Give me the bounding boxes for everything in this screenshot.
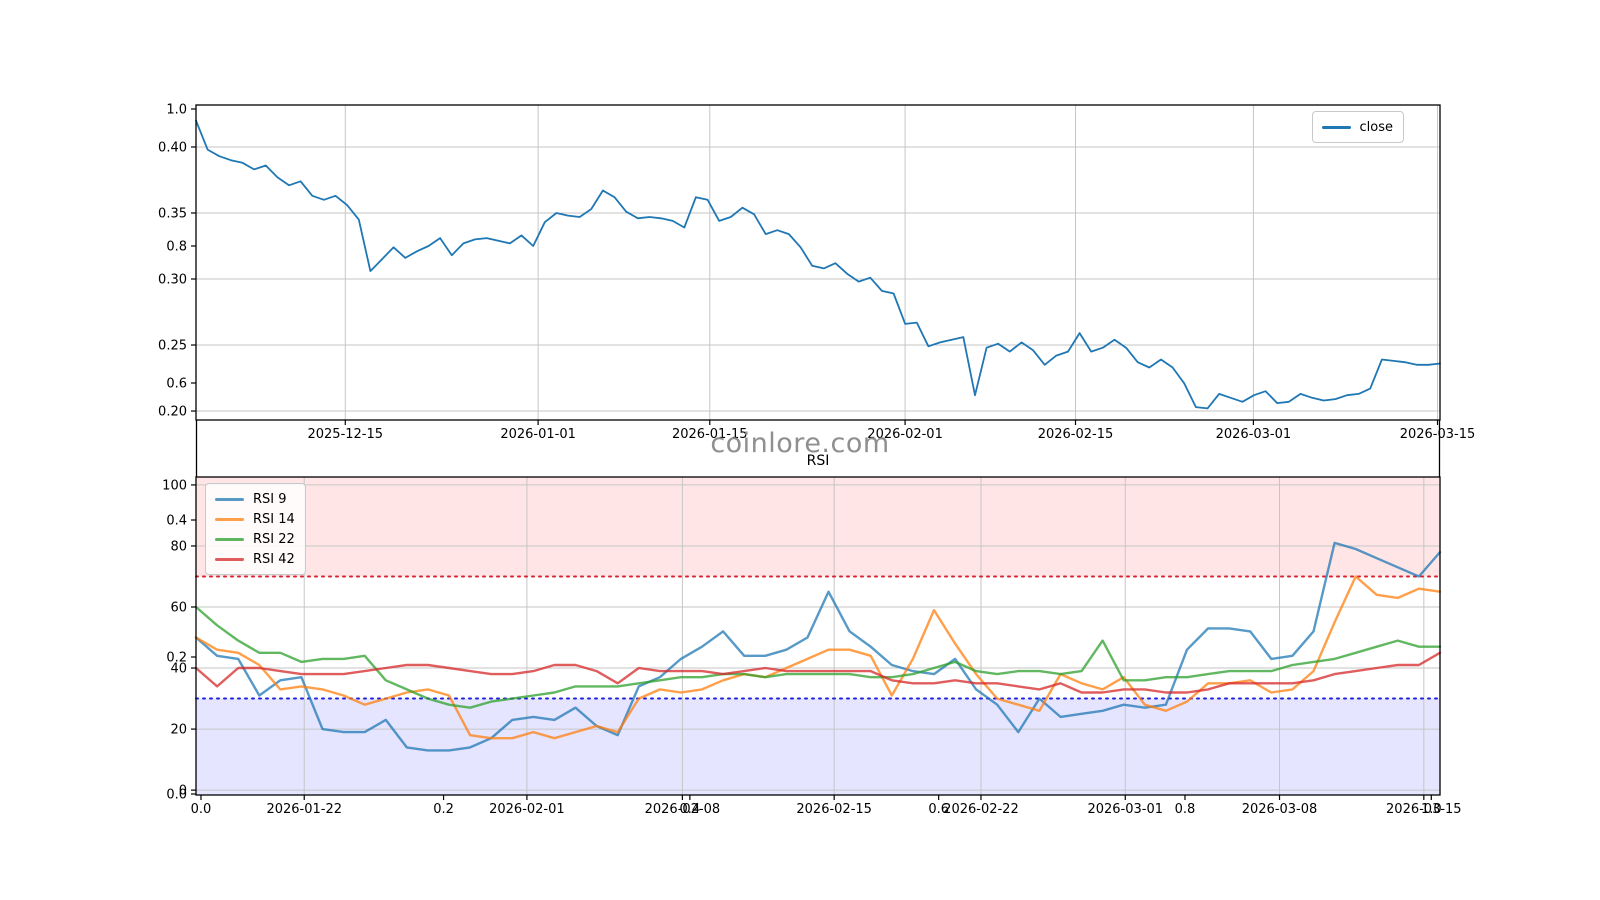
oversold-region [196, 698, 1440, 795]
legend-label: RSI 22 [253, 531, 295, 547]
overlay-y-tick-label: 0.4 [166, 514, 187, 529]
price-x-tick-label: 2026-02-01 [867, 427, 943, 442]
rsi-y-tick-label: 60 [170, 601, 187, 616]
legend-label: RSI 14 [253, 511, 295, 527]
rsi-x-tick-label: 2026-02-15 [796, 802, 872, 817]
legend-line-swatch [215, 537, 244, 541]
price-x-tick-label: 2026-01-15 [672, 427, 748, 442]
series-rsi-9 [194, 541, 1442, 752]
legend-label: RSI 9 [253, 491, 287, 507]
legend-line-swatch [215, 497, 244, 501]
legend-item-rsi-9: RSI 9 [215, 489, 295, 509]
rsi-y-tick-label: 80 [170, 539, 187, 554]
overlay-y-tick-label: 0.6 [166, 377, 187, 392]
rsi-x-tick-label: 2026-01-22 [266, 802, 342, 817]
price-x-tick-label: 2026-03-15 [1400, 427, 1476, 442]
rsi-axes-border [195, 476, 1441, 796]
rsi-x-tick-label: 2026-03-01 [1087, 802, 1163, 817]
rsi-y-tick-label: 20 [170, 723, 187, 738]
overlay-y-tick-label: 0.8 [166, 240, 187, 255]
legend-label: RSI 42 [253, 551, 295, 567]
rsi-x-tick-label: 2026-03-08 [1242, 802, 1318, 817]
overlay-y-tick-label: 0.2 [166, 651, 187, 666]
rsi-y-tick-label: 40 [170, 662, 187, 677]
rsi-x-tick-label: 2026-02-01 [489, 802, 565, 817]
price-y-tick-label: 0.40 [158, 140, 187, 155]
price-y-tick-label: 0.25 [158, 339, 187, 354]
legend-item-rsi-42: RSI 42 [215, 549, 295, 569]
legend-item-close: close [1321, 117, 1393, 137]
legend-item-rsi-22: RSI 22 [215, 529, 295, 549]
rsi-x-tick-label: 2026-03-15 [1386, 802, 1462, 817]
price-y-tick-label: 0.30 [158, 273, 187, 288]
rsi-x-tick-label: 2026-02-22 [943, 802, 1019, 817]
price-y-tick-label: 0.35 [158, 206, 187, 221]
price-plot: 0.20 0.25 0.30 0.35 0.40 2025-12-15 2026-01-01… [158, 104, 1476, 442]
series-rsi-22 [194, 605, 1442, 709]
overlay-x-tick-label: 0.2 [433, 802, 454, 817]
series-close [195, 119, 1441, 410]
rsi-panel-title: RSI [806, 453, 830, 469]
overlay-x-tick-label: 1.0 [1421, 802, 1442, 817]
overlay-x-tick-label: 0.8 [1175, 802, 1196, 817]
rsi-plot: 0 20 40 60 80 100 2026-01-22 2026-02-01 2026-02-… [162, 476, 1462, 817]
overlay-x-tick-label: 0.4 [680, 802, 701, 817]
legend-line-swatch [1321, 125, 1351, 129]
legend-label: close [1359, 119, 1393, 135]
rsi-y-tick-label: 0 [179, 784, 187, 799]
coinlore-watermark: coinlore.com [710, 428, 890, 459]
overbought-region [196, 477, 1440, 577]
overlay-y-tick-label: 0.0 [166, 788, 187, 803]
rsi-y-tick-label: 100 [162, 478, 187, 493]
price-y-tick-label: 0.20 [158, 405, 187, 420]
legend-line-swatch [215, 517, 244, 521]
overlay-x-tick-label: 0.0 [191, 802, 212, 817]
overlay-x-tick-label: 0.6 [928, 802, 949, 817]
price-legend: close [1311, 111, 1404, 143]
legend-item-rsi-14: RSI 14 [215, 509, 295, 529]
series-rsi-42 [194, 651, 1442, 694]
price-x-tick-label: 2026-02-15 [1038, 427, 1114, 442]
legend-line-swatch [215, 557, 244, 561]
rsi-x-tick-label: 2026-02-08 [645, 802, 721, 817]
price-x-tick-label: 2025-12-15 [307, 427, 383, 442]
price-x-tick-label: 2026-03-01 [1216, 427, 1292, 442]
overlay-axis: 1.0 0.8 0.6 0.4 0.2 0.0 0.0 0.2 0.4 0.6 0.8 1.0 [166, 103, 1441, 818]
price-axes-border [195, 104, 1441, 421]
rsi-legend: RSI 9 RSI 14 RSI 22 RSI 42 [205, 483, 306, 575]
price-x-tick-label: 2026-01-01 [500, 427, 576, 442]
overlay-y-tick-label: 1.0 [166, 103, 187, 118]
